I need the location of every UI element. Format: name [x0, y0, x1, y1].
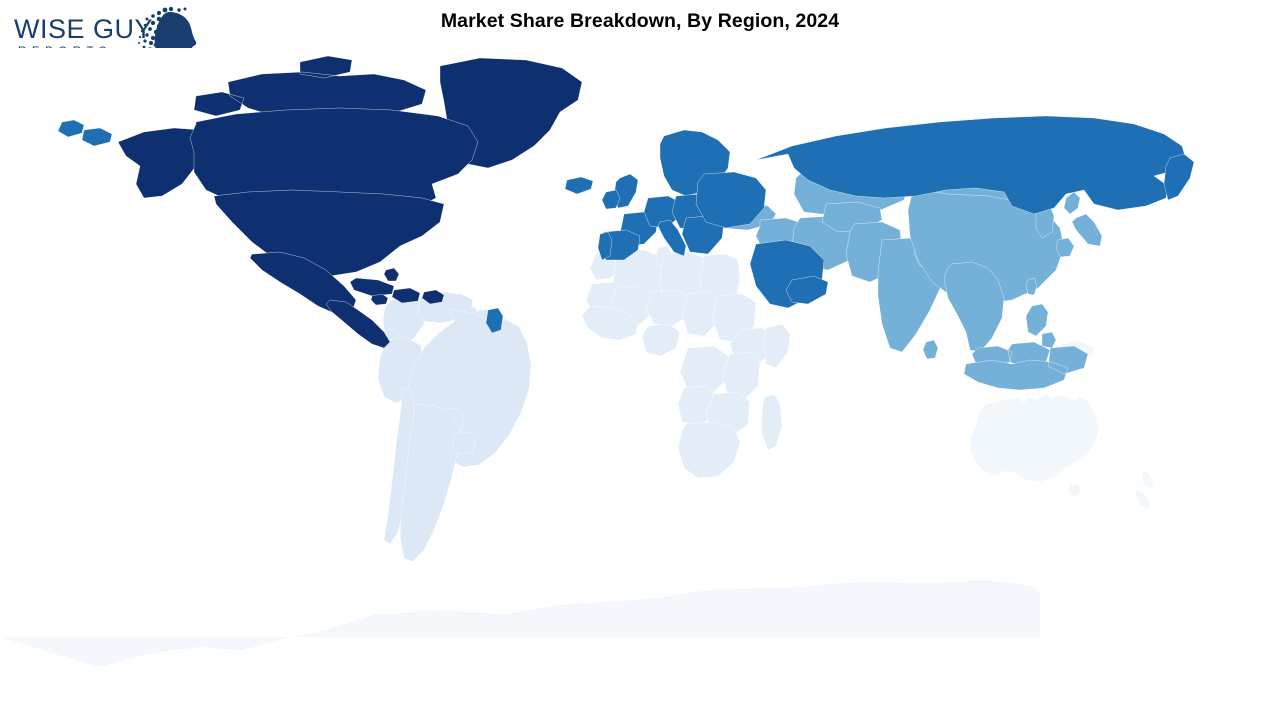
country-ukraine-belarus-baltics[interactable] — [696, 172, 766, 228]
country-taiwan[interactable] — [1026, 278, 1037, 295]
region-central-america[interactable] — [326, 300, 390, 348]
region-antarctica[interactable] — [0, 579, 1040, 668]
country-portugal[interactable] — [598, 232, 612, 260]
country-nigeria[interactable] — [642, 324, 680, 356]
region-middle-east-africa[interactable] — [582, 246, 790, 478]
country-kenya-tanzania[interactable] — [722, 352, 760, 400]
country-tasmania[interactable] — [1068, 484, 1081, 496]
page-title: Market Share Breakdown, By Region, 2024 — [440, 10, 840, 32]
country-italy[interactable] — [658, 220, 686, 256]
country-southern-africa[interactable] — [678, 422, 740, 478]
country-niger[interactable] — [646, 290, 690, 326]
country-russia-islands-west[interactable] — [58, 120, 112, 146]
region-caribbean-islands[interactable] — [371, 288, 444, 305]
region-south-america[interactable] — [378, 292, 531, 562]
region-europe[interactable] — [58, 116, 1194, 333]
country-new-zealand[interactable] — [1135, 471, 1154, 509]
country-argentina[interactable] — [400, 404, 460, 562]
country-west-africa-coast[interactable] — [582, 306, 638, 340]
country-dr-congo[interactable] — [680, 346, 728, 396]
country-philippines[interactable] — [1026, 304, 1056, 348]
country-angola[interactable] — [678, 386, 716, 426]
country-australia[interactable] — [970, 394, 1099, 482]
country-russia-kamchatka[interactable] — [1164, 154, 1194, 200]
country-yemen-oman[interactable] — [786, 276, 828, 304]
country-sri-lanka[interactable] — [923, 340, 938, 359]
world-map-container — [0, 48, 1280, 720]
country-ireland[interactable] — [602, 190, 620, 209]
country-madagascar[interactable] — [762, 394, 782, 450]
country-uruguay[interactable] — [452, 432, 476, 454]
country-indonesia[interactable] — [964, 346, 1088, 390]
country-united-kingdom[interactable] — [614, 174, 638, 208]
country-iceland[interactable] — [565, 177, 593, 194]
world-choropleth-map[interactable] — [0, 48, 1280, 720]
country-russia[interactable] — [756, 116, 1186, 214]
country-somalia[interactable] — [764, 324, 790, 368]
country-bahamas[interactable] — [384, 268, 399, 281]
country-french-guiana[interactable] — [486, 308, 503, 333]
region-north-america[interactable] — [118, 56, 582, 348]
logo-primary-text: WISE GUY — [14, 14, 153, 44]
country-chad[interactable] — [682, 292, 720, 336]
